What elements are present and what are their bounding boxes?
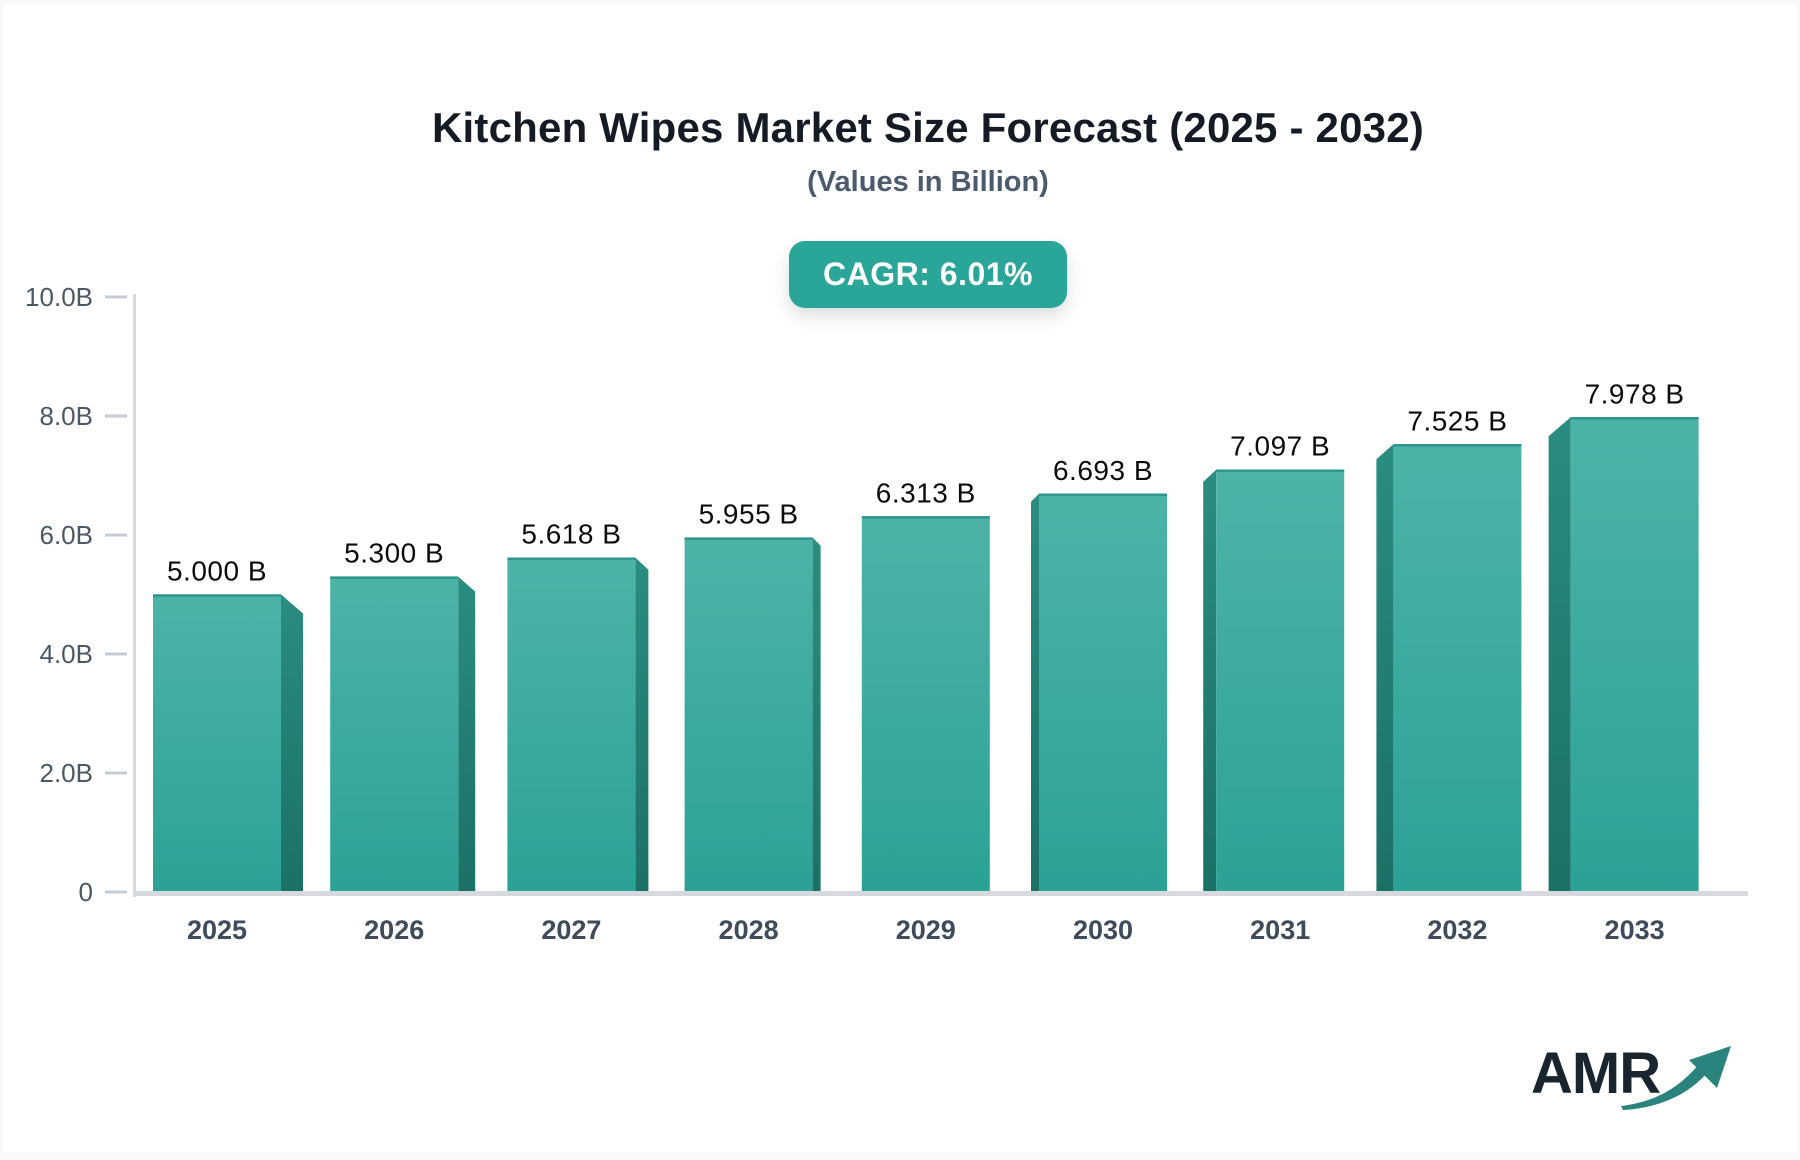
chart-title: Kitchen Wipes Market Size Forecast (2025… [432,104,1424,151]
bar-value-label: 7.097 B [1230,431,1330,462]
bar-front-face [1393,444,1522,891]
bar-side-face [1376,444,1394,891]
y-tick-label: 4.0B [40,639,94,669]
x-tick-label: 2029 [896,915,956,945]
x-tick-label: 2028 [719,915,779,945]
bar-value-label: 5.000 B [167,556,267,587]
y-tick [105,414,127,418]
bar-value-label: 5.300 B [344,538,444,569]
bar-side-face [1548,417,1571,891]
bar-side-face [635,557,649,891]
bar-front-face [1570,417,1699,891]
growth-arrow-icon [1621,1046,1731,1110]
y-tick-label: 10.0B [25,282,93,312]
bar-group[interactable]: 5.618 B [507,519,649,891]
bar-front-face [153,594,281,891]
y-tick [105,771,127,775]
cagr-badge: CAGR: 6.01% [789,241,1067,308]
bar-chart-canvas: 0 2.0B 4.0B 6.0B 8.0B 10.0B 5.000 B 2025 5.300 B… [25,282,1748,945]
bar-value-label: 6.313 B [876,477,976,508]
bar-front-face [1216,469,1345,891]
amr-logo: AMR [1531,1040,1741,1120]
bar-value-label: 6.693 B [1053,455,1153,486]
chart-header: Kitchen Wipes Market Size Forecast (2025… [28,4,1800,308]
bar-side-face [281,594,303,891]
bar-group[interactable]: 5.955 B [684,499,821,891]
y-tick [105,890,127,894]
bar-front-face [861,516,990,891]
chart-subtitle: (Values in Billion) [807,166,1049,198]
bar-value-label: 5.955 B [699,499,799,530]
bar-front-face [1039,493,1167,891]
bar-front-face [330,576,459,891]
bar-value-label: 7.525 B [1407,405,1507,436]
x-tick-label: 2032 [1427,915,1487,945]
bar-group[interactable]: 6.313 B [861,477,990,891]
bar-side-face [1203,469,1217,891]
bar-side-face [1031,493,1039,891]
bar-group[interactable]: 7.097 B [1203,431,1345,891]
x-axis-line [133,891,1748,896]
amr-logo-text: AMR [1531,1041,1661,1106]
x-tick-label: 2026 [364,915,424,945]
bar-value-label: 7.978 B [1585,378,1685,409]
y-tick-label: 2.0B [40,758,94,788]
y-tick [105,533,127,537]
bar-group[interactable]: 6.693 B [1031,455,1167,891]
bar-front-face [684,537,813,891]
bar-group[interactable]: 5.000 B [153,556,303,892]
y-tick-label: 0 [79,877,93,907]
y-tick [105,652,127,656]
y-tick [105,295,127,299]
bar-value-label: 5.618 B [521,519,621,550]
bar-side-face [812,537,821,891]
bar-side-face [458,576,476,891]
x-tick-label: 2033 [1605,915,1665,945]
y-axis-line [133,294,136,897]
chart-card: Kitchen Wipes Market Size Forecast (2025… [3,4,1797,1152]
y-tick-label: 8.0B [40,401,94,431]
y-tick-label: 6.0B [40,520,94,550]
bar-group[interactable]: 7.978 B [1548,378,1699,891]
x-tick-label: 2025 [187,915,247,945]
bar-front-face [507,557,636,891]
x-tick-label: 2031 [1250,915,1310,945]
x-tick-label: 2027 [541,915,601,945]
bar-group[interactable]: 7.525 B [1376,405,1522,891]
x-tick-label: 2030 [1073,915,1133,945]
bar-group[interactable]: 5.300 B [330,538,476,891]
